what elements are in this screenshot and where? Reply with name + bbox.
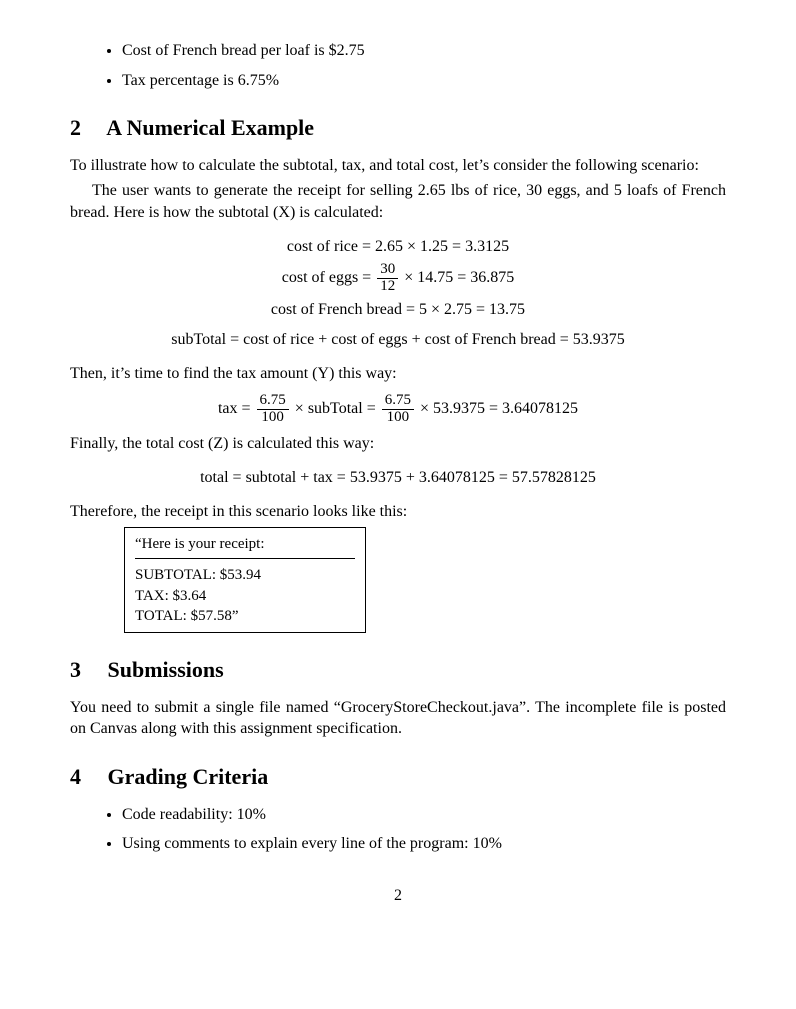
receipt-line: SUBTOTAL: $53.94 (135, 565, 355, 585)
receipt-line: TOTAL: $57.58” (135, 606, 355, 626)
receipt-line: TAX: $3.64 (135, 586, 355, 606)
section-title: A Numerical Example (106, 115, 314, 140)
equation-rice: cost of rice = 2.65 × 1.25 = 3.3125 (70, 232, 726, 262)
paragraph: Therefore, the receipt in this scenario … (70, 501, 726, 523)
equation-block: cost of rice = 2.65 × 1.25 = 3.3125 cost… (70, 232, 726, 356)
denominator: 100 (257, 410, 289, 426)
equation-subtotal: subTotal = cost of rice + cost of eggs +… (70, 325, 726, 355)
denominator: 100 (382, 410, 414, 426)
paragraph: To illustrate how to calculate the subto… (70, 155, 726, 177)
list-item: Cost of French bread per loaf is $2.75 (122, 40, 726, 62)
numerator: 30 (377, 262, 398, 279)
section-number: 4 (70, 762, 102, 792)
equation-block: tax = 6.75100 × subTotal = 6.75100 × 53.… (70, 393, 726, 426)
page-number: 2 (70, 885, 726, 907)
equation-eggs: cost of eggs = 3012 × 14.75 = 36.875 (70, 262, 726, 295)
equation-tax: tax = 6.75100 × subTotal = 6.75100 × 53.… (70, 393, 726, 426)
top-bullet-list: Cost of French bread per loaf is $2.75 T… (70, 40, 726, 91)
fraction: 3012 (377, 262, 398, 295)
section-number: 3 (70, 655, 102, 685)
eq-text: cost of eggs = (282, 269, 375, 286)
receipt-box: “Here is your receipt: SUBTOTAL: $53.94 … (124, 527, 366, 633)
section-3-heading: 3 Submissions (70, 655, 726, 685)
equation-total: total = subtotal + tax = 53.9375 + 3.640… (70, 463, 726, 493)
eq-text: × 14.75 = 36.875 (400, 269, 514, 286)
paragraph: You need to submit a single file named “… (70, 697, 726, 740)
paragraph: The user wants to generate the receipt f… (70, 180, 726, 223)
denominator: 12 (377, 279, 398, 295)
numerator: 6.75 (257, 393, 289, 410)
section-number: 2 (70, 113, 102, 143)
eq-text: × subTotal = (291, 400, 380, 417)
section-2-heading: 2 A Numerical Example (70, 113, 726, 143)
fraction: 6.75100 (382, 393, 414, 426)
section-title: Grading Criteria (108, 764, 269, 789)
receipt-header: “Here is your receipt: (135, 534, 355, 554)
paragraph: Then, it’s time to find the tax amount (… (70, 363, 726, 385)
divider (135, 558, 355, 559)
numerator: 6.75 (382, 393, 414, 410)
equation-bread: cost of French bread = 5 × 2.75 = 13.75 (70, 295, 726, 325)
section-title: Submissions (108, 657, 224, 682)
eq-text: × 53.9375 = 3.64078125 (416, 400, 578, 417)
grading-bullet-list: Code readability: 10% Using comments to … (70, 804, 726, 855)
fraction: 6.75100 (257, 393, 289, 426)
list-item: Code readability: 10% (122, 804, 726, 826)
list-item: Using comments to explain every line of … (122, 833, 726, 855)
eq-text: tax = (218, 400, 255, 417)
list-item: Tax percentage is 6.75% (122, 70, 726, 92)
equation-block: total = subtotal + tax = 53.9375 + 3.640… (70, 463, 726, 493)
paragraph: Finally, the total cost (Z) is calculate… (70, 433, 726, 455)
section-4-heading: 4 Grading Criteria (70, 762, 726, 792)
